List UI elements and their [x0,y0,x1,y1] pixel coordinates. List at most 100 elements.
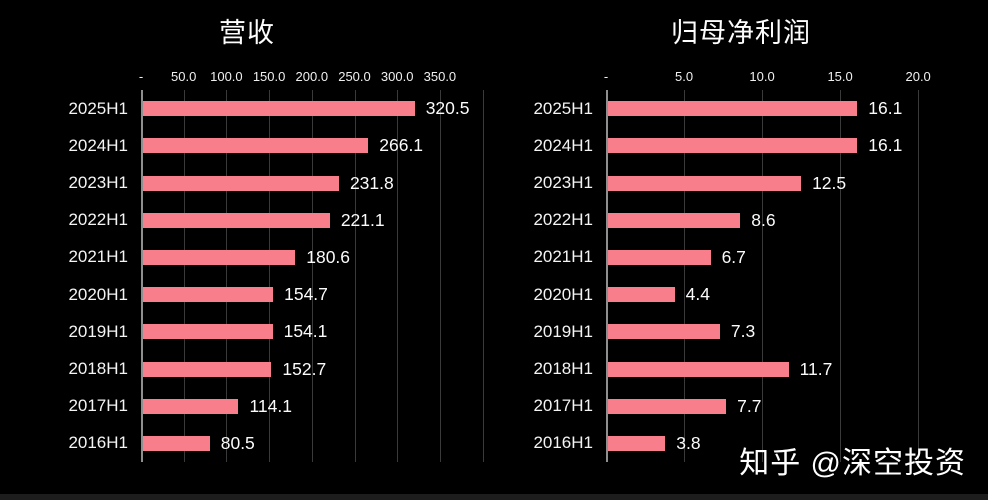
bar [141,138,369,154]
net-profit-plot-area: 16.1 16.1 12.5 8.6 6.7 4.4 7.3 11.7 7.7 3.8 [606,90,940,462]
axis-tick-label: 10.0 [749,69,775,84]
value-axis-line [141,90,143,462]
gridline [918,90,920,462]
bar-row: 7.3 [606,313,940,350]
value-label: 152.7 [282,358,327,379]
bar [606,138,858,154]
category-label: 2025H1 [68,98,128,118]
bar-row: 4.4 [606,276,940,313]
bar-row: 6.7 [606,239,940,276]
category-label: 2024H1 [533,135,593,155]
bar [606,249,711,265]
net-profit-axis-ticks: - 5.0 10.0 15.0 20.0 [604,60,940,90]
revenue-chart-panel: 营收 - 50.0 100.0 150.0 200.0 250.0 300.0 350.0 2… [0,17,485,462]
category-label: 2022H1 [533,210,593,230]
value-label: 221.1 [340,209,385,230]
bar-row: 11.7 [606,350,940,387]
bar [141,212,330,228]
axis-tick-label: 20.0 [905,69,931,84]
axis-tick-label: 50.0 [171,69,197,84]
value-label: 4.4 [685,284,710,305]
category-label: 2017H1 [68,396,128,416]
category-label: 2018H1 [68,359,128,379]
gridline [439,90,441,462]
value-axis-line [606,90,608,462]
axis-tick-label: 300.0 [380,69,414,84]
value-label: 114.1 [249,395,292,416]
axis-tick-label: - [138,69,144,84]
bar-row: 154.7 [141,276,485,313]
bar [141,101,415,117]
value-label: 6.7 [721,246,746,267]
bar-row: 16.1 [606,127,940,164]
bar-row: 3.8 [606,425,940,462]
revenue-plot-area: 320.5 266.1 231.8 221.1 180.6 154.7 154.1 152.7… [141,90,485,462]
value-label: 16.1 [868,98,903,119]
category-label: 2024H1 [68,135,128,155]
value-label: 11.7 [799,358,833,379]
revenue-axis-ticks: - 50.0 100.0 150.0 200.0 250.0 300.0 350.0 [138,60,485,90]
revenue-chart-title: 营收 [219,17,275,48]
bar [141,175,339,191]
axis-tick-label: 150.0 [252,69,286,84]
bar-row: 114.1 [141,388,485,425]
net-profit-category-labels: 2025H1 2024H1 2023H1 2022H1 2021H1 2020H1 2019… [494,90,606,462]
value-label: 231.8 [349,172,394,193]
value-label: 3.8 [676,432,701,453]
axis-tick-label: 5.0 [674,69,694,84]
bar [606,324,720,340]
bar [141,398,239,414]
axis-tick-label: 200.0 [295,69,329,84]
value-label: 266.1 [379,135,424,156]
category-label: 2021H1 [533,247,593,267]
bar-row: 7.7 [606,388,940,425]
bar [141,435,210,451]
value-label: 154.1 [283,321,328,342]
gridline [226,90,228,462]
category-label: 2020H1 [533,284,593,304]
gridline [183,90,185,462]
gridline [762,90,764,462]
net-profit-chart-panel: 归母净利润 - 5.0 10.0 15.0 20.0 2025H1 2024H1 2023H… [494,0,988,500]
bar [606,398,727,414]
net-profit-chart-title: 归母净利润 [671,17,811,48]
category-label: 2019H1 [68,321,128,341]
gridline [269,90,271,462]
bar [141,287,274,303]
bar [606,212,741,228]
net-profit-bars: 16.1 16.1 12.5 8.6 6.7 4.4 7.3 11.7 7.7 3.8 [606,90,940,462]
revenue-category-labels: 2025H1 2024H1 2023H1 2022H1 2021H1 2020H1 2019… [0,90,141,462]
watermark-text: 知乎 @深空投资 [739,447,966,480]
bar [141,249,296,265]
bottom-edge-strip [0,494,988,500]
bar-row: 8.6 [606,202,940,239]
bar-row: 320.5 [141,90,485,127]
bar-row: 154.1 [141,313,485,350]
category-label: 2021H1 [68,247,128,267]
bar-row: 266.1 [141,127,485,164]
value-label: 320.5 [425,98,470,119]
gridline [397,90,399,462]
gridline [684,90,686,462]
category-label: 2019H1 [533,321,593,341]
bar [606,287,675,303]
bar [141,361,272,377]
category-label: 2022H1 [68,210,128,230]
gridline [311,90,313,462]
bar [606,435,666,451]
bar-row: 180.6 [141,239,485,276]
category-label: 2020H1 [68,284,128,304]
gridline [482,90,484,462]
category-label: 2016H1 [533,433,593,453]
bar [606,101,858,117]
value-label: 180.6 [306,246,351,267]
value-label: 7.7 [737,395,762,416]
axis-tick-label: 100.0 [210,69,243,84]
bar-row: 12.5 [606,164,940,201]
value-label: 154.7 [284,284,328,305]
category-label: 2016H1 [68,433,128,453]
axis-tick-label: 250.0 [338,69,371,84]
category-label: 2023H1 [68,173,128,192]
bar-row: 80.5 [141,425,485,462]
